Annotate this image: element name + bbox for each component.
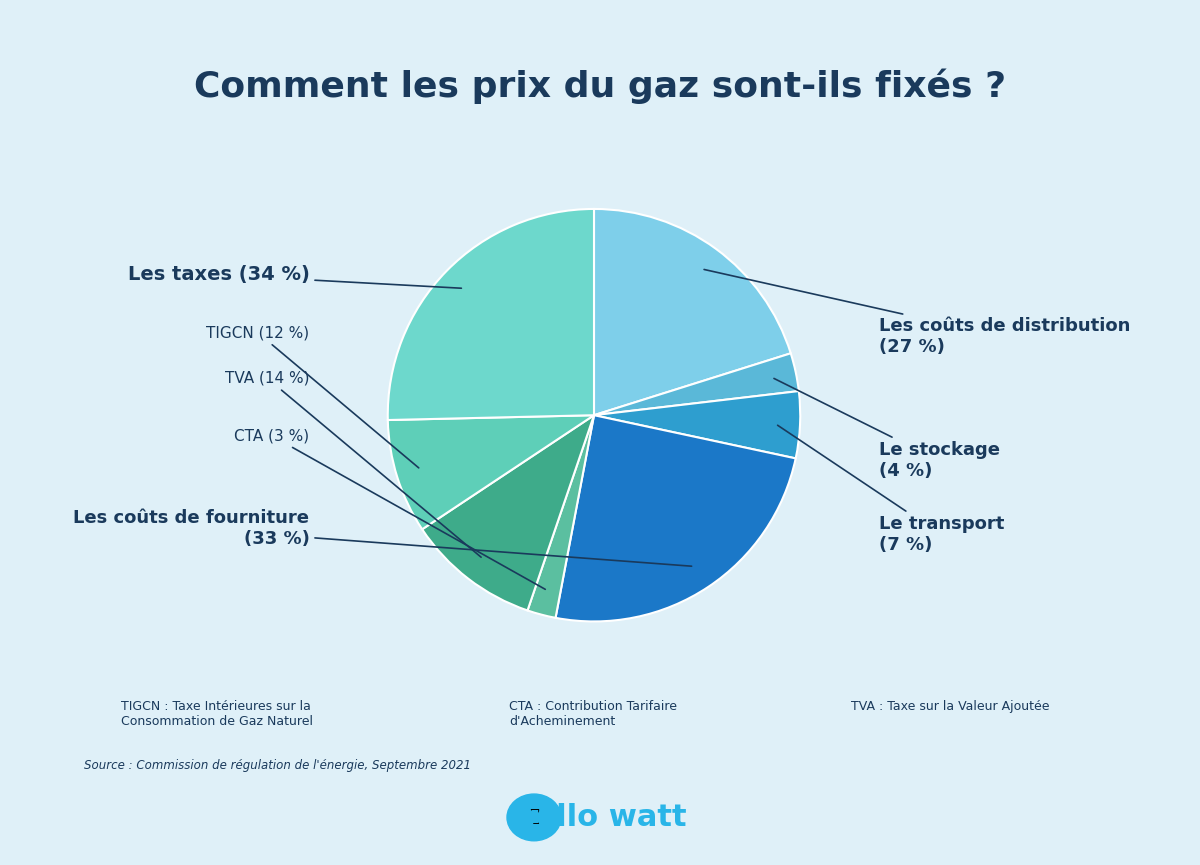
- Text: TIGCN (12 %): TIGCN (12 %): [206, 325, 419, 468]
- Text: Les coûts de fourniture
(33 %): Les coûts de fourniture (33 %): [73, 509, 691, 567]
- Text: hello watt: hello watt: [514, 803, 686, 832]
- Wedge shape: [594, 353, 799, 415]
- Text: Le transport
(7 %): Le transport (7 %): [778, 426, 1004, 554]
- Text: Le stockage
(4 %): Le stockage (4 %): [774, 378, 1000, 480]
- Text: Les coûts de distribution
(27 %): Les coûts de distribution (27 %): [704, 270, 1130, 356]
- Text: TVA (14 %): TVA (14 %): [224, 370, 481, 557]
- Text: CTA : Contribution Tarifaire
d'Acheminement: CTA : Contribution Tarifaire d'Acheminem…: [509, 700, 677, 727]
- Text: CTA (3 %): CTA (3 %): [234, 428, 545, 589]
- Circle shape: [508, 794, 562, 841]
- Text: 💡: 💡: [529, 807, 539, 825]
- Wedge shape: [388, 209, 594, 420]
- Wedge shape: [556, 415, 796, 621]
- Wedge shape: [594, 209, 791, 415]
- Text: TIGCN : Taxe Intérieures sur la
Consommation de Gaz Naturel: TIGCN : Taxe Intérieures sur la Consomma…: [121, 700, 313, 727]
- Wedge shape: [528, 415, 594, 618]
- Wedge shape: [388, 415, 594, 529]
- Text: TVA : Taxe sur la Valeur Ajoutée: TVA : Taxe sur la Valeur Ajoutée: [851, 700, 1049, 713]
- Text: Les taxes (34 %): Les taxes (34 %): [127, 266, 461, 288]
- Wedge shape: [594, 391, 800, 458]
- Wedge shape: [422, 415, 594, 611]
- Text: Source : Commission de régulation de l'énergie, Septembre 2021: Source : Commission de régulation de l'é…: [84, 759, 470, 772]
- Text: Comment les prix du gaz sont-ils fixés ?: Comment les prix du gaz sont-ils fixés ?: [194, 68, 1006, 105]
